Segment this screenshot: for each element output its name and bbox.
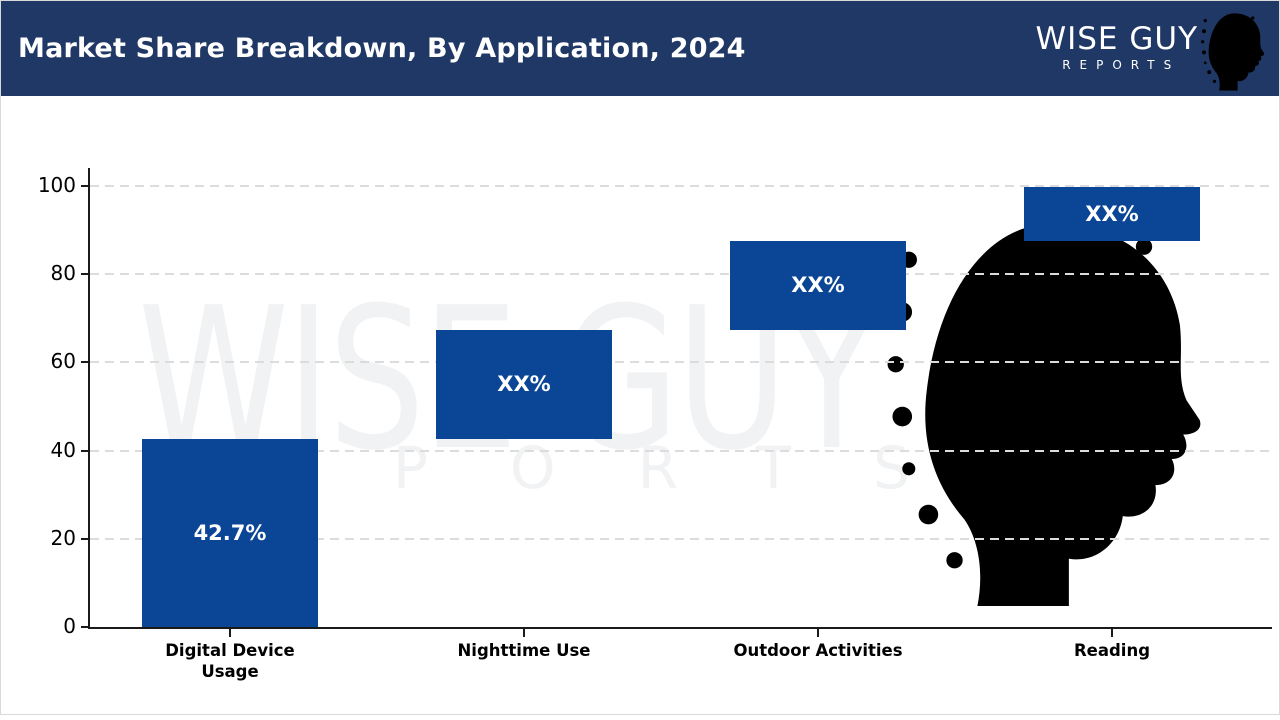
x-axis-spine	[88, 627, 1272, 629]
y-tick-label-0: 0	[63, 614, 76, 638]
wise-guy-reports-logo: WISE GUY REPORTS	[1032, 4, 1270, 94]
chart-title: Market Share Breakdown, By Application, …	[18, 32, 746, 64]
header-band: Market Share Breakdown, By Application, …	[0, 0, 1280, 96]
y-tick-20	[81, 537, 88, 540]
logo-sub-text: REPORTS	[1062, 58, 1181, 72]
y-tick-40	[81, 449, 88, 452]
x-category-label: Nighttime Use	[457, 641, 591, 660]
logo-text: WISE GUY REPORTS	[1035, 22, 1198, 72]
x-category-label: Outdoor Activities	[733, 641, 903, 660]
y-tick-label-40: 40	[50, 437, 76, 462]
bar-outdoor-activities: XX%	[730, 240, 906, 331]
y-tick-100	[81, 185, 88, 187]
x-tick-2	[817, 629, 819, 637]
y-tick-60	[81, 361, 88, 364]
x-category-label: Digital Device Usage	[165, 641, 295, 681]
y-tick-label-100: 100	[37, 173, 76, 197]
gridline-80	[90, 273, 1272, 276]
gridline-20	[90, 537, 1272, 540]
x-tick-0	[229, 629, 231, 637]
y-tick-label-60: 60	[50, 349, 76, 374]
bar-reading: XX%	[1024, 187, 1200, 241]
bar-value-label: 42.7%	[193, 520, 267, 545]
bar-value-label: XX%	[791, 273, 845, 298]
gridline-40	[90, 449, 1272, 452]
y-tick-0	[81, 626, 88, 628]
bar-value-label: XX%	[497, 372, 551, 397]
logo-name-text: WISE GUY	[1035, 21, 1198, 57]
gridline-100	[90, 185, 1272, 187]
bar-digital-device-usage: 42.7%	[142, 438, 318, 627]
y-tick-label-80: 80	[50, 261, 76, 286]
y-tick-80	[81, 273, 88, 276]
x-tick-1	[523, 629, 525, 637]
y-tick-label-20: 20	[50, 525, 76, 550]
y-axis-spine	[88, 168, 90, 629]
x-category-label: Reading	[1073, 641, 1151, 660]
x-tick-3	[1111, 629, 1113, 637]
bar-value-label: XX%	[1085, 201, 1139, 226]
bar-nighttime-use: XX%	[436, 330, 612, 439]
gridline-60	[90, 361, 1272, 364]
